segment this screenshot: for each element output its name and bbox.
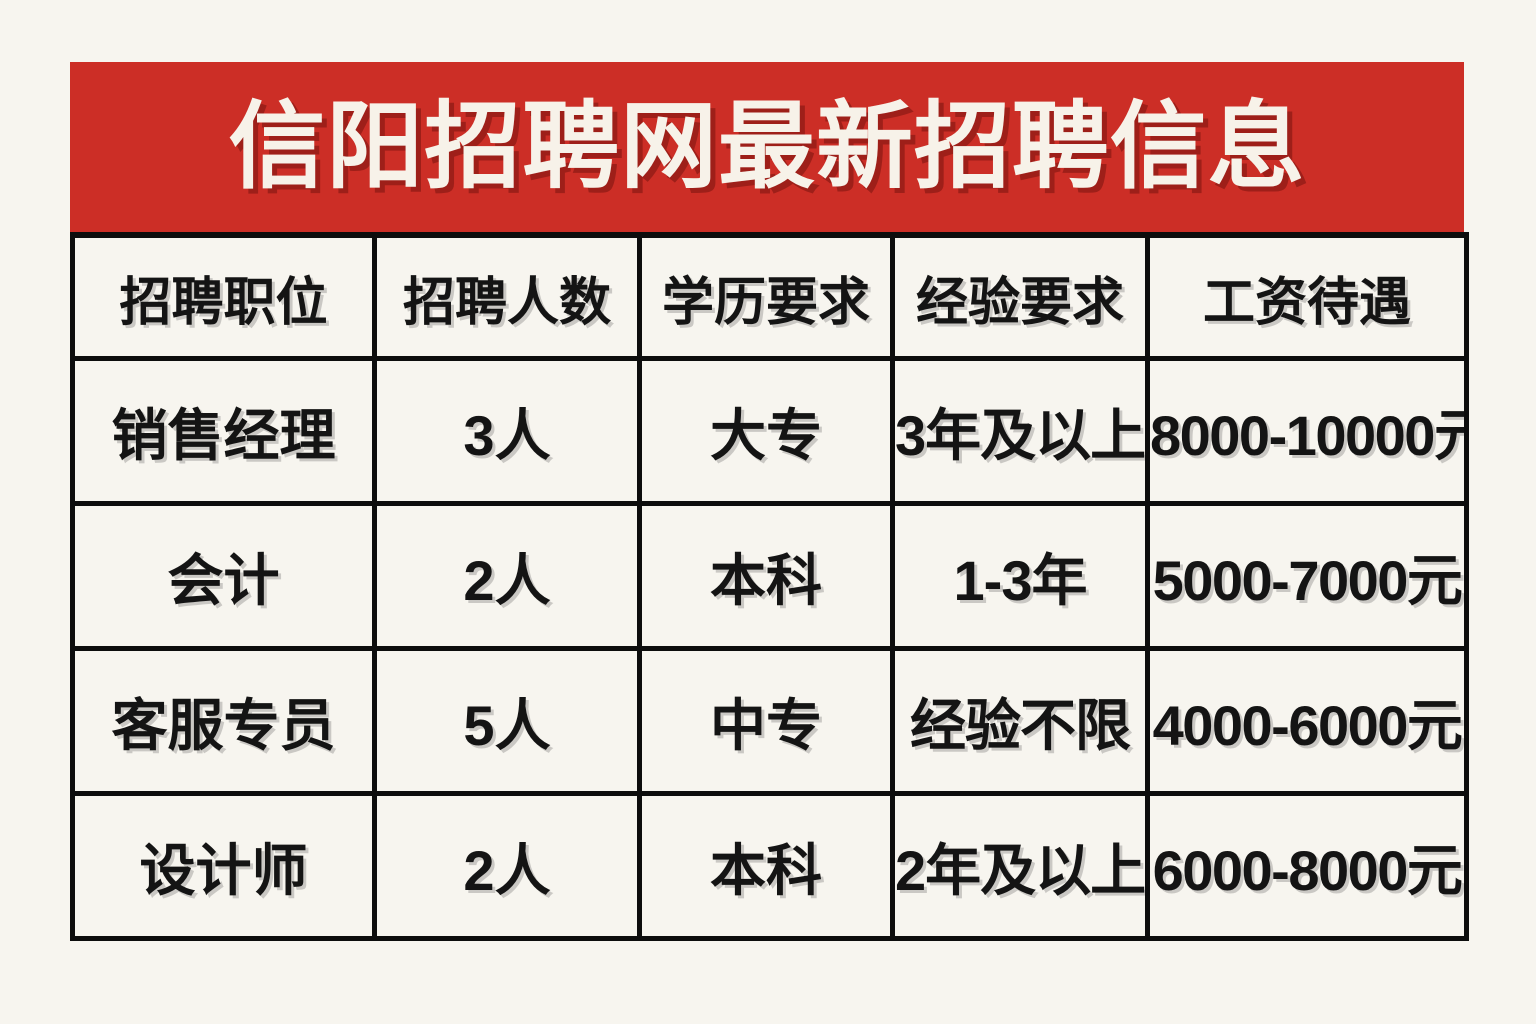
cell-headcount: 3人 [372,356,642,506]
column-header-salary: 工资待遇 [1145,232,1469,361]
recruitment-table: 招聘职位 招聘人数 学历要求 经验要求 工资待遇 销售经理 3人 大专 3年及以… [70,232,1469,941]
cell-headcount: 5人 [372,646,642,796]
cell-position: 客服专员 [70,646,377,796]
cell-headcount: 2人 [372,791,642,941]
cell-education: 本科 [637,791,895,941]
table-header-row: 招聘职位 招聘人数 学历要求 经验要求 工资待遇 [70,232,1469,361]
cell-experience: 经验不限 [890,646,1150,796]
table-row: 设计师 2人 本科 2年及以上 6000-8000元 [70,791,1469,941]
cell-salary: 4000-6000元 [1145,646,1469,796]
column-header-position: 招聘职位 [70,232,377,361]
table-row: 客服专员 5人 中专 经验不限 4000-6000元 [70,646,1469,796]
table-row: 销售经理 3人 大专 3年及以上 8000-10000元 [70,356,1469,506]
cell-experience: 2年及以上 [890,791,1150,941]
cell-education: 本科 [637,501,895,651]
table-row: 会计 2人 本科 1-3年 5000-7000元 [70,501,1469,651]
cell-education: 大专 [637,356,895,506]
page-title: 信阳招聘网最新招聘信息 [228,93,1306,200]
recruitment-poster: 信阳招聘网最新招聘信息 招聘职位 招聘人数 学历要求 经验要求 工资待遇 销售经… [70,62,1469,941]
cell-salary: 5000-7000元 [1145,501,1469,651]
cell-experience: 3年及以上 [890,356,1150,506]
cell-position: 销售经理 [70,356,377,506]
cell-salary: 6000-8000元 [1145,791,1469,941]
cell-salary: 8000-10000元 [1145,356,1469,506]
cell-experience: 1-3年 [890,501,1150,651]
column-header-headcount: 招聘人数 [372,232,642,361]
cell-headcount: 2人 [372,501,642,651]
column-header-education: 学历要求 [637,232,895,361]
cell-position: 会计 [70,501,377,651]
column-header-experience: 经验要求 [890,232,1150,361]
cell-education: 中专 [637,646,895,796]
cell-position: 设计师 [70,791,377,941]
title-banner: 信阳招聘网最新招聘信息 [70,62,1464,232]
